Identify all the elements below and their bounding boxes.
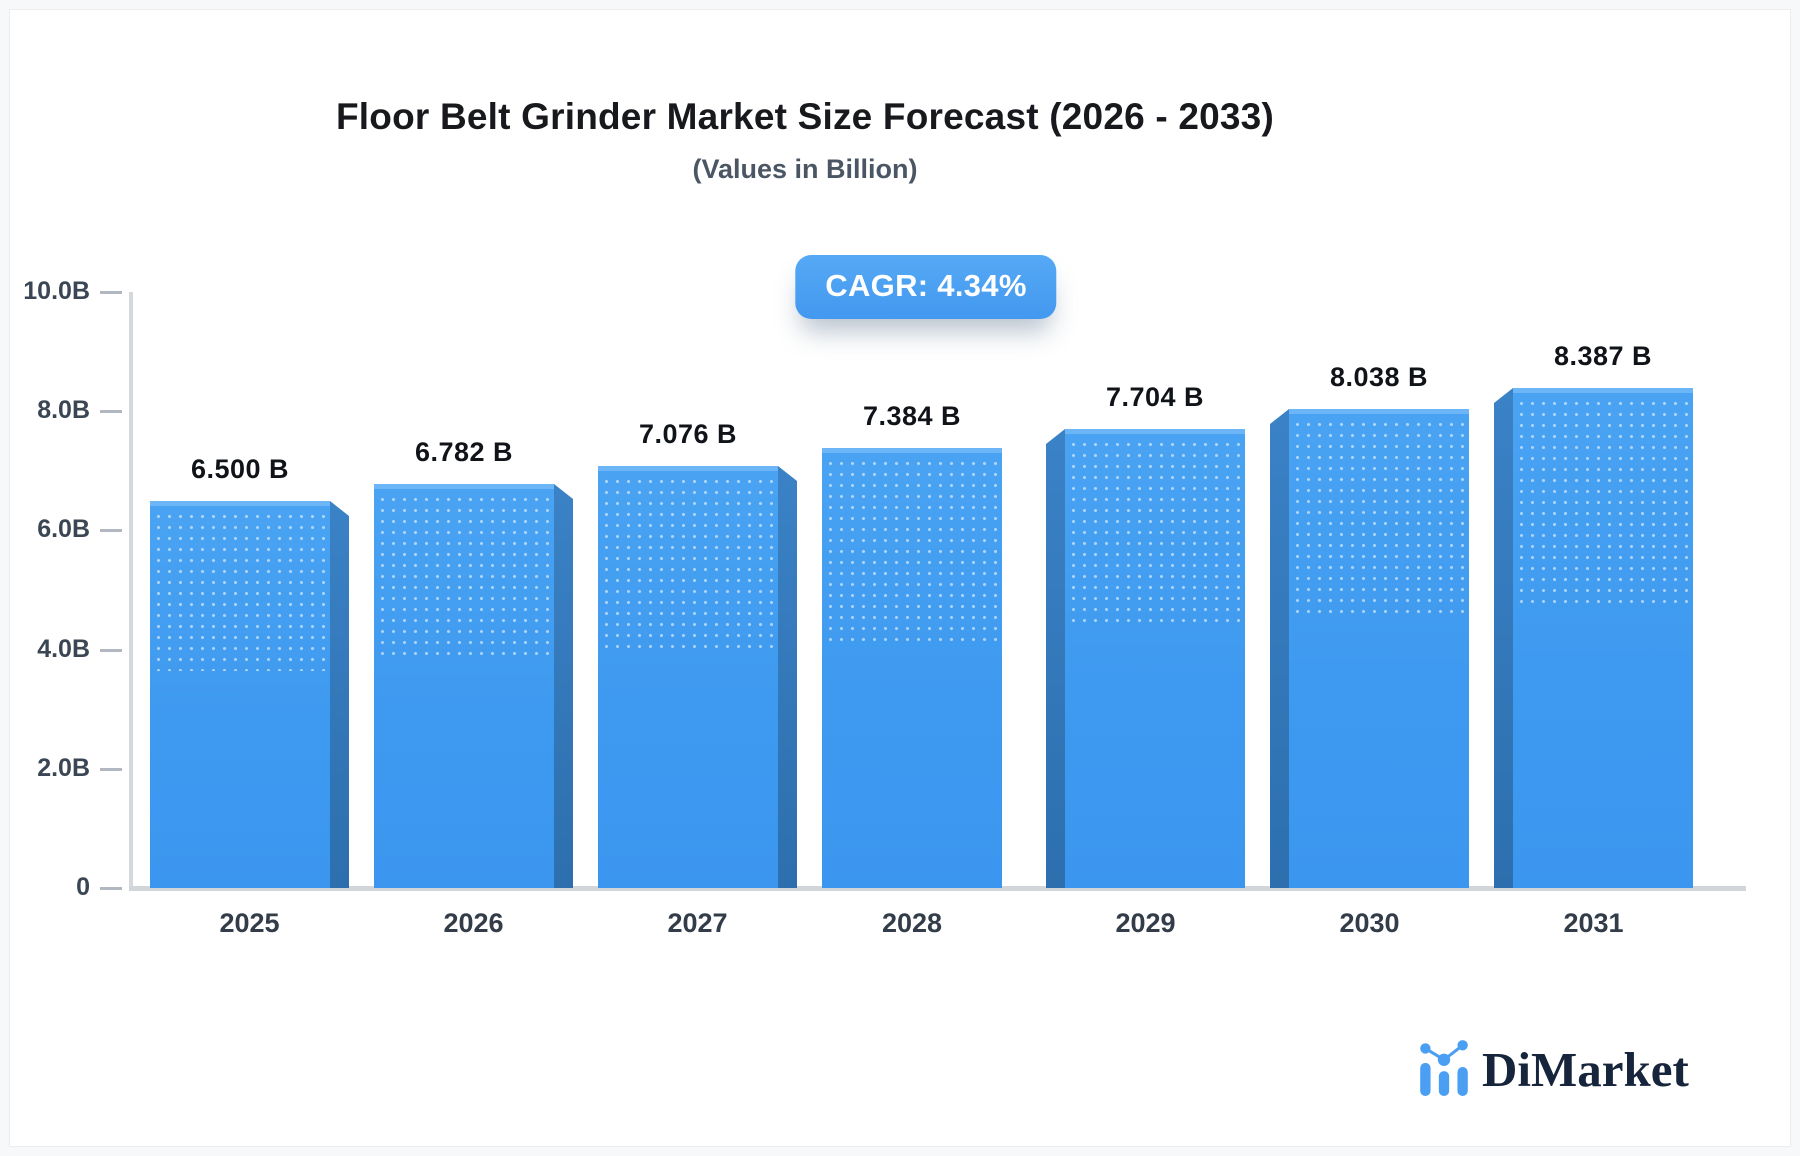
- bar-face: [1289, 409, 1469, 888]
- bar-side-bevel: [778, 466, 797, 888]
- y-axis-tick: [100, 291, 122, 294]
- bar-value-label: 8.387 B: [1553, 341, 1653, 371]
- bar-face: [598, 466, 778, 888]
- y-axis-tick: [100, 529, 122, 533]
- bar-value-label: 7.704 B: [1105, 382, 1205, 412]
- bar: [1046, 429, 1245, 888]
- y-axis-tick: [100, 767, 122, 771]
- x-axis-label: 2031: [1563, 908, 1624, 938]
- bar-side-bevel: [330, 501, 349, 888]
- x-axis-label: 2025: [219, 908, 280, 938]
- bar: [1494, 388, 1693, 888]
- brand-logo: DiMarket: [1418, 1036, 1689, 1096]
- dimarket-logo-icon: [1420, 1040, 1468, 1096]
- y-axis-tick: [100, 887, 122, 890]
- bar-value-label: 6.500 B: [190, 454, 290, 484]
- bar-face: [374, 484, 554, 888]
- bar-face: [822, 448, 1002, 888]
- brand-name: DiMarket: [1482, 1042, 1689, 1097]
- x-axis-label: 2028: [881, 908, 943, 938]
- y-axis-tick: [100, 648, 122, 652]
- bar: [822, 448, 1002, 888]
- x-axis-label: 2026: [443, 908, 504, 938]
- y-axis-label: 10.0B: [23, 277, 90, 305]
- bar-value-label: 8.038 B: [1329, 362, 1429, 392]
- x-axis-label: 2030: [1339, 908, 1400, 938]
- chart-header: Floor Belt Grinder Market Size Forecast …: [0, 96, 1610, 185]
- bar-side-bevel: [1046, 429, 1065, 888]
- bar: [374, 484, 573, 888]
- bar: [1270, 409, 1469, 888]
- y-axis-label: 0: [76, 873, 90, 901]
- x-axis-label: 2029: [1115, 908, 1176, 938]
- y-axis-label: 6.0B: [37, 515, 90, 544]
- bar: [598, 466, 797, 888]
- chart-title: Floor Belt Grinder Market Size Forecast …: [336, 96, 1274, 137]
- y-axis-line: [129, 292, 133, 888]
- bar-side-bevel: [1494, 388, 1513, 888]
- y-axis-label: 8.0B: [37, 396, 90, 425]
- bar-value-label: 7.076 B: [638, 419, 738, 449]
- y-axis-tick: [100, 410, 122, 414]
- bar: [150, 501, 349, 888]
- bar-side-bevel: [554, 484, 573, 888]
- bar-face: [150, 501, 330, 888]
- bar-face: [1513, 388, 1693, 888]
- y-axis-label: 2.0B: [37, 753, 90, 782]
- bar-value-label: 7.384 B: [862, 401, 962, 431]
- x-axis-line: [129, 886, 1746, 891]
- bar-value-label: 6.782 B: [414, 437, 514, 467]
- cagr-badge: CAGR: 4.34%: [795, 255, 1057, 319]
- bar-side-bevel: [1270, 409, 1289, 888]
- y-axis-label: 4.0B: [37, 634, 90, 663]
- bar-face: [1065, 429, 1245, 888]
- x-axis-label: 2027: [667, 908, 728, 938]
- chart-subtitle: (Values in Billion): [692, 154, 918, 184]
